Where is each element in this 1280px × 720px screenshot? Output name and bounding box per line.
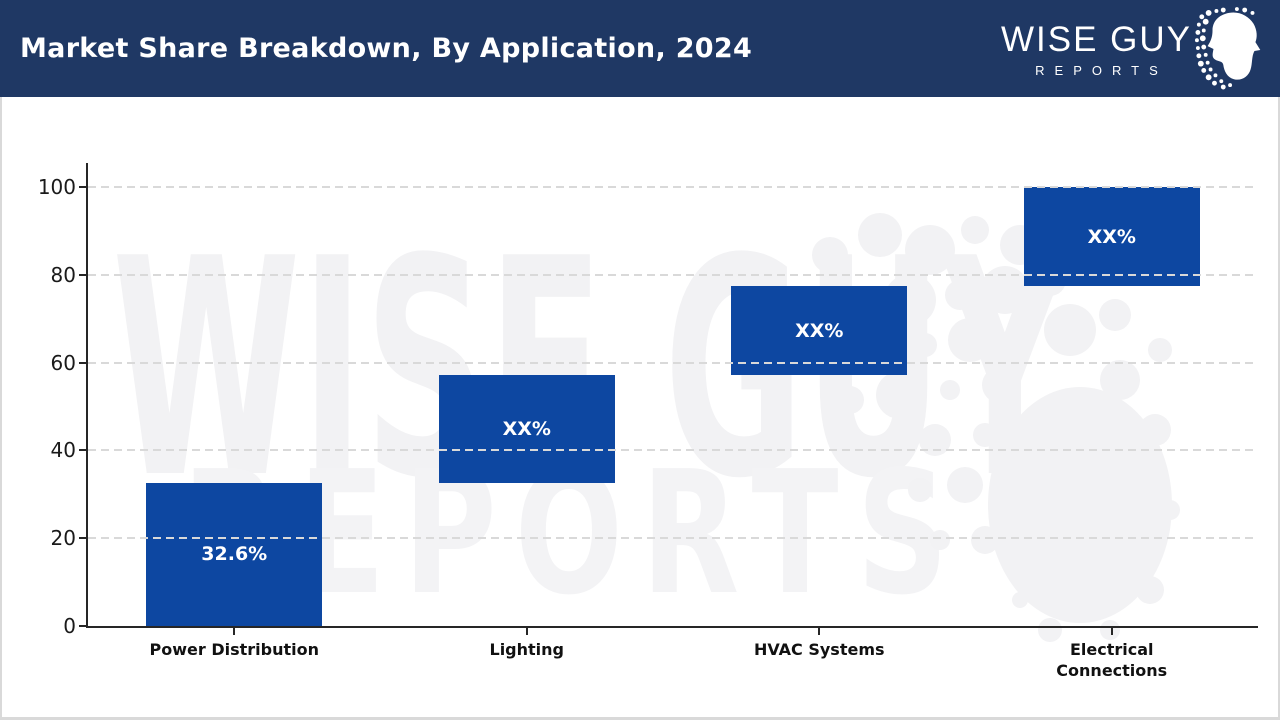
xtick-mark-0 [233,628,236,635]
wiseguy-logo: WISE GUY REPORTS [1001,3,1272,95]
ytick-mark-20 [79,537,86,540]
ytick-label-40: 40 [50,438,76,463]
logo-subtitle-text: REPORTS [1035,63,1168,78]
category-label-3: Electrical Connections [1056,640,1168,681]
xtick-mark-3 [1110,628,1113,635]
ytick-mark-40 [79,449,86,452]
x-axis-spine [86,626,1258,628]
category-label-1: Lighting [489,640,565,659]
gridline-100 [88,186,1258,188]
category-label-2: HVAC Systems [753,640,885,659]
ytick-mark-100 [79,186,86,188]
bar-label-0: 32.6% [201,543,268,566]
bar-1 [438,374,615,483]
ytick-label-0: 0 [63,614,76,638]
ytick-label-100: 100 [37,175,76,199]
category-label-0: Power Distribution [149,640,319,659]
chart-title: Market Share Breakdown, By Application, … [20,33,753,64]
ytick-mark-0 [79,625,86,627]
gridline-60 [88,361,1258,364]
figure-bottom-border [0,717,1280,720]
figure-left-border [0,97,2,720]
gridline-40 [88,449,1258,452]
gridline-20 [88,537,1258,540]
xtick-mark-1 [525,628,528,635]
ytick-label-80: 80 [50,262,76,287]
header: Market Share Breakdown, By Application, … [0,0,1280,97]
logo-name-text: WISE GUY [1000,20,1192,59]
bar-label-1: XX% [502,417,551,440]
ytick-mark-60 [79,361,86,364]
xtick-mark-2 [818,628,821,635]
logo-head-icon [1194,7,1261,90]
logo-wordmark: WISE GUY REPORTS [1001,20,1192,78]
ytick-label-20: 20 [50,526,76,551]
ytick-label-60: 60 [50,350,76,375]
figure-right-border [1278,97,1280,720]
gridline-80 [88,273,1258,276]
bar-0 [146,482,323,626]
y-axis-spine [86,163,88,628]
ytick-mark-80 [79,273,86,276]
bar-label-3: XX% [1087,225,1136,248]
bar-label-2: XX% [795,319,844,342]
